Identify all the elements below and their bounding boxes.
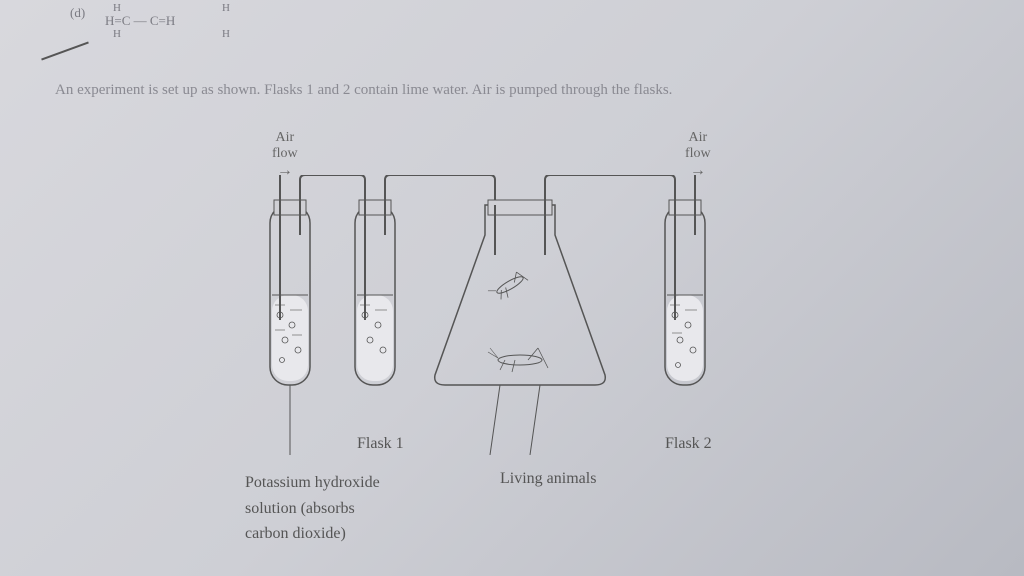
- experiment-description: An experiment is set up as shown. Flasks…: [55, 82, 955, 99]
- flask2-label: Flask 2: [665, 435, 712, 453]
- apparatus-svg: [230, 175, 790, 455]
- flow-text-r: flow: [685, 146, 711, 161]
- koh-line3: carbon dioxide): [245, 525, 346, 542]
- option-letter: (d): [70, 5, 85, 21]
- air-text: Air: [276, 130, 295, 145]
- air-text-r: Air: [689, 130, 708, 145]
- conical-flask: [435, 185, 606, 455]
- experiment-diagram: Air flow → Air flow →: [230, 130, 790, 530]
- koh-line2: solution (absorbs: [245, 500, 355, 517]
- insect-2: [488, 348, 548, 372]
- flow-text: flow: [272, 146, 298, 161]
- air-flow-label-left: Air flow →: [272, 130, 298, 180]
- chem-middle: H=C — C=H: [105, 14, 248, 28]
- chem-h-bottom: H H: [105, 28, 248, 40]
- air-flow-label-right: Air flow →: [685, 130, 711, 180]
- flask2-tube: [665, 175, 705, 385]
- flask1-tube: [355, 185, 395, 385]
- koh-line1: Potassium hydroxide: [245, 474, 380, 491]
- flask1-label: Flask 1: [357, 435, 404, 453]
- check-mark: [41, 42, 89, 61]
- koh-tube: [270, 175, 310, 455]
- koh-label: Potassium hydroxide solution (absorbs ca…: [245, 470, 380, 547]
- animals-label: Living animals: [500, 470, 596, 488]
- insect-1: [487, 269, 531, 305]
- chemical-structure: H H H=C — C=H H H: [105, 2, 248, 40]
